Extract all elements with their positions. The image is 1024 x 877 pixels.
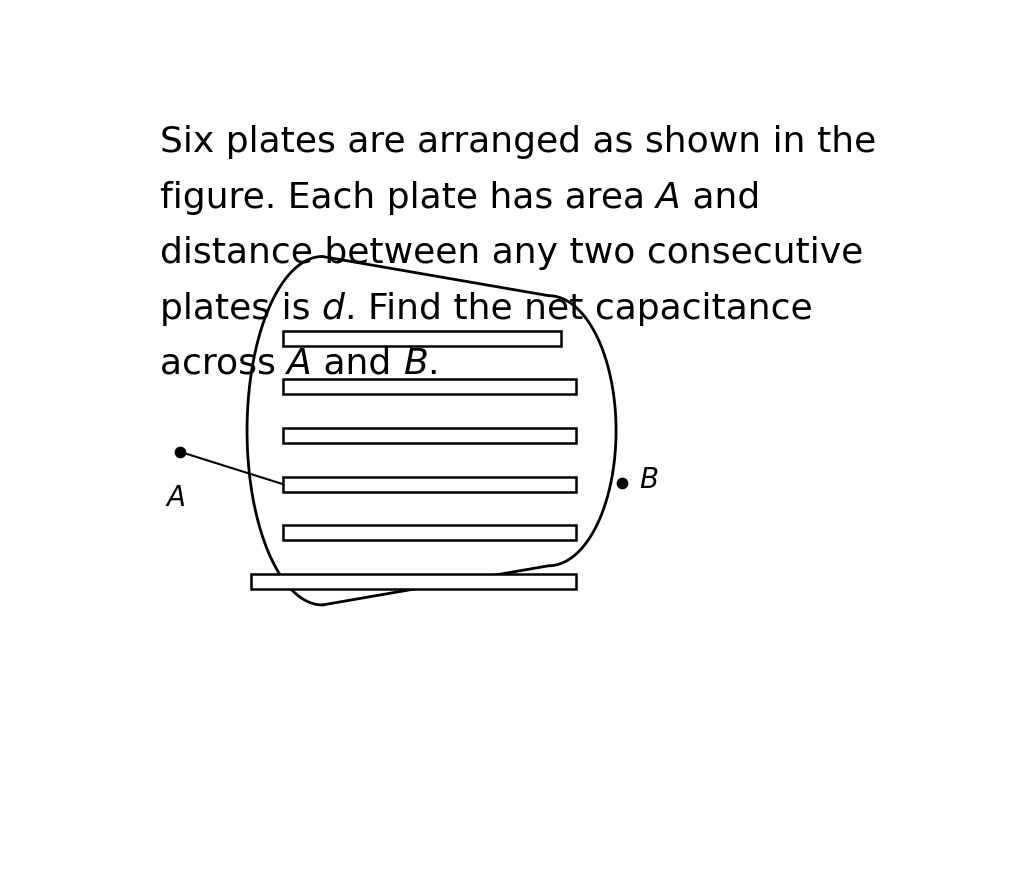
Text: figure. Each plate has area: figure. Each plate has area (160, 181, 656, 215)
FancyBboxPatch shape (251, 574, 577, 588)
Text: B: B (639, 466, 658, 494)
Text: .: . (427, 347, 439, 381)
FancyBboxPatch shape (283, 525, 577, 540)
Text: Six plates are arranged as shown in the: Six plates are arranged as shown in the (160, 125, 876, 160)
Text: A: A (166, 484, 185, 512)
Text: and: and (312, 347, 402, 381)
Point (171, 445, 187, 459)
Text: d: d (322, 292, 345, 325)
Text: and: and (681, 181, 760, 215)
Point (613, 476, 630, 490)
Text: . Find the net capacitance: . Find the net capacitance (345, 292, 812, 325)
FancyBboxPatch shape (283, 428, 577, 443)
Text: plates is: plates is (160, 292, 322, 325)
FancyBboxPatch shape (283, 380, 577, 395)
FancyBboxPatch shape (283, 477, 577, 491)
Text: across: across (160, 347, 287, 381)
Text: A: A (656, 181, 681, 215)
Text: A: A (287, 347, 312, 381)
Text: B: B (402, 347, 427, 381)
Text: distance between any two consecutive: distance between any two consecutive (160, 236, 863, 270)
FancyBboxPatch shape (283, 331, 560, 346)
